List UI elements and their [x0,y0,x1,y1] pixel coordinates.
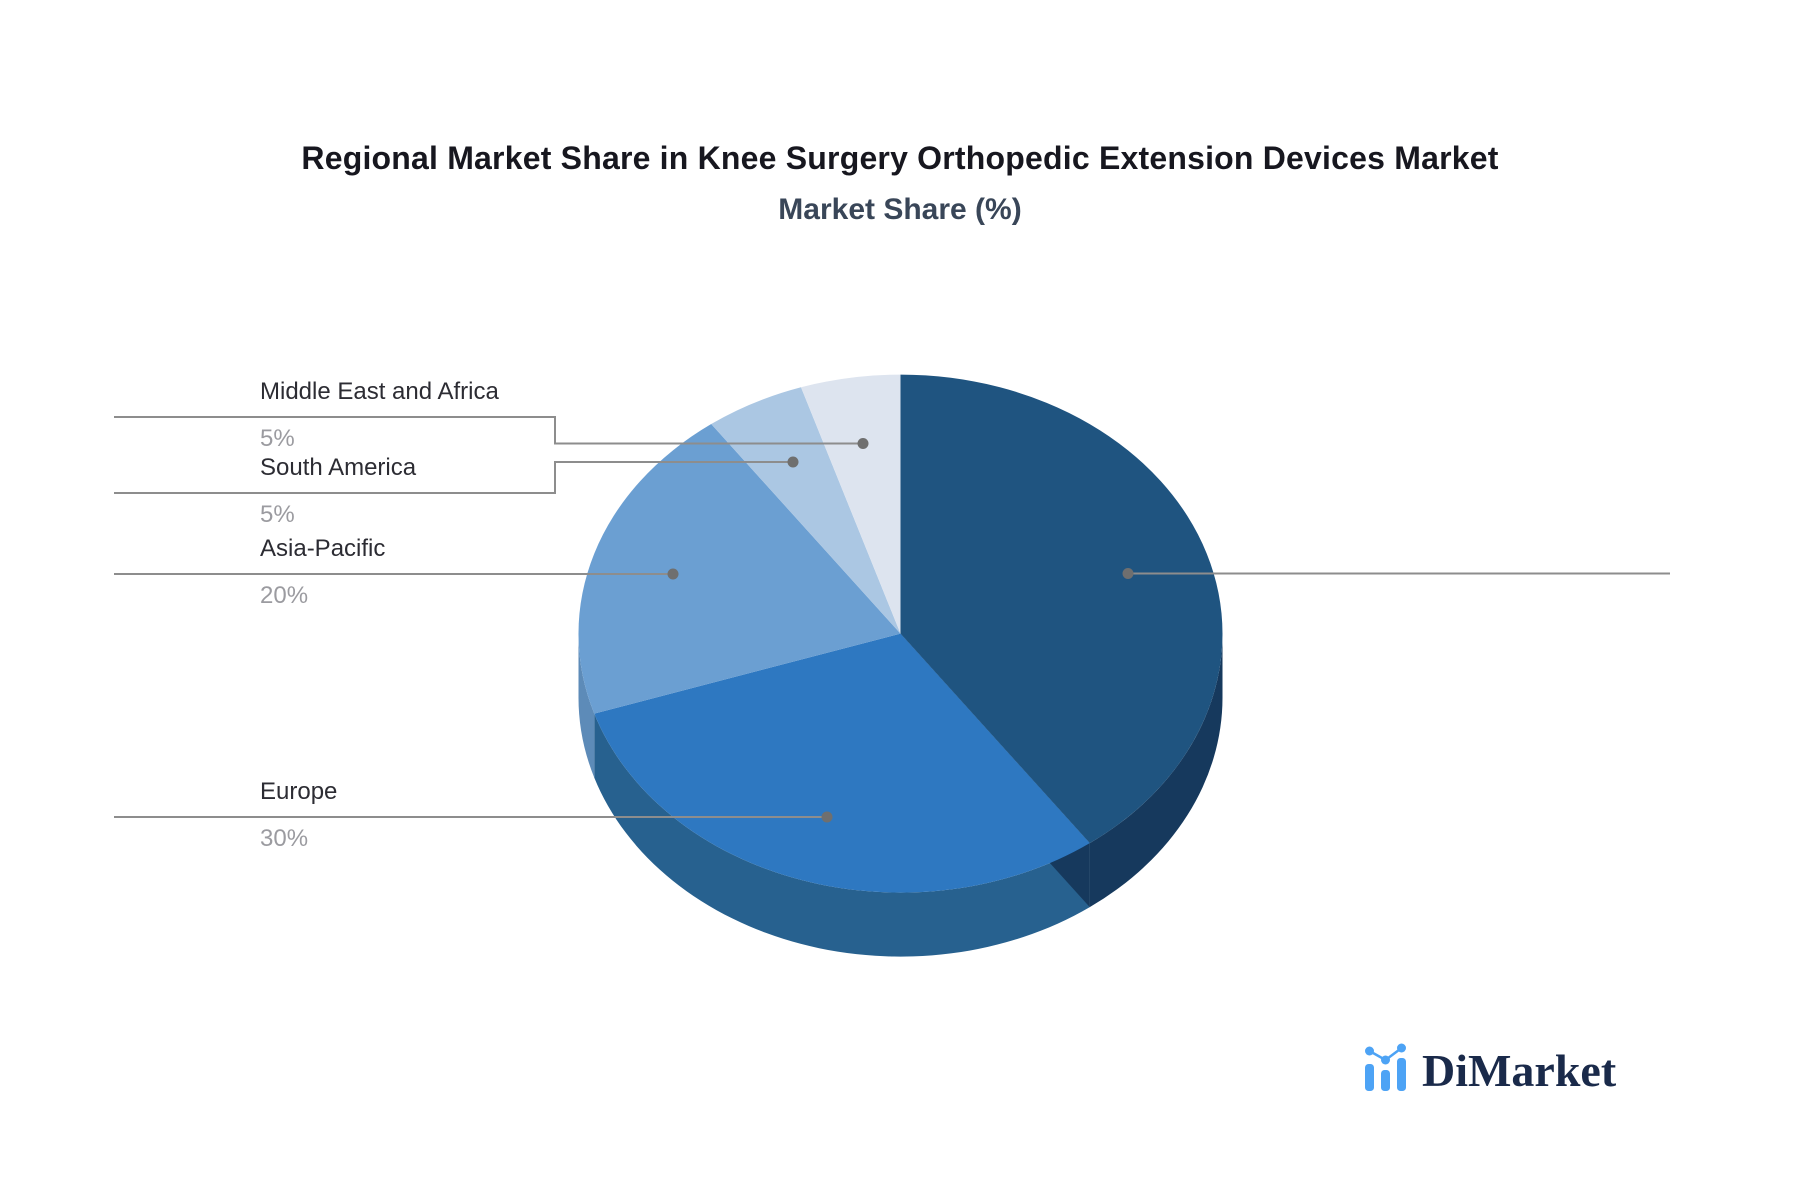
pie-slice-asia-pacific[interactable] [578,424,901,714]
slice-value: 5% [260,425,295,452]
connector-dot-europe [821,811,833,823]
connector-middle-east-africa [114,416,863,445]
pie-slice-south-america[interactable] [711,387,901,634]
chart-title: Regional Market Share in Knee Surgery Or… [301,140,1499,176]
pie-side-north-america-arc [1089,633,1223,908]
logo-wordmark: DiMarket [1422,1044,1617,1096]
pie-slice-middle-east-africa[interactable] [801,374,901,634]
connector-dot-middle-east-africa [857,438,869,449]
connector-dot-asia-pacific [667,568,679,580]
connector-dot-north-america [1122,568,1134,579]
slice-label: Europe [260,778,338,805]
bar-line-chart-icon [1364,1043,1410,1098]
dimarket-logo[interactable]: DiMarket [1364,1043,1616,1098]
pie-side-europe [594,713,1090,957]
slice-value: 20% [260,582,309,609]
chart-subtitle: Market Share (%) [778,193,1022,226]
pie-slice-north-america[interactable] [900,374,1223,844]
pie-slice-europe[interactable] [594,633,1090,893]
pie-side-asia-pacific [578,633,595,778]
slice-value: 30% [260,825,309,852]
slice-value: 5% [260,501,295,528]
slice-label: South America [260,454,417,481]
connector-south-america [114,461,793,494]
slice-label: Middle East and Africa [260,378,499,405]
slice-label: Asia-Pacific [260,535,386,562]
connector-dot-south-america [787,456,799,468]
